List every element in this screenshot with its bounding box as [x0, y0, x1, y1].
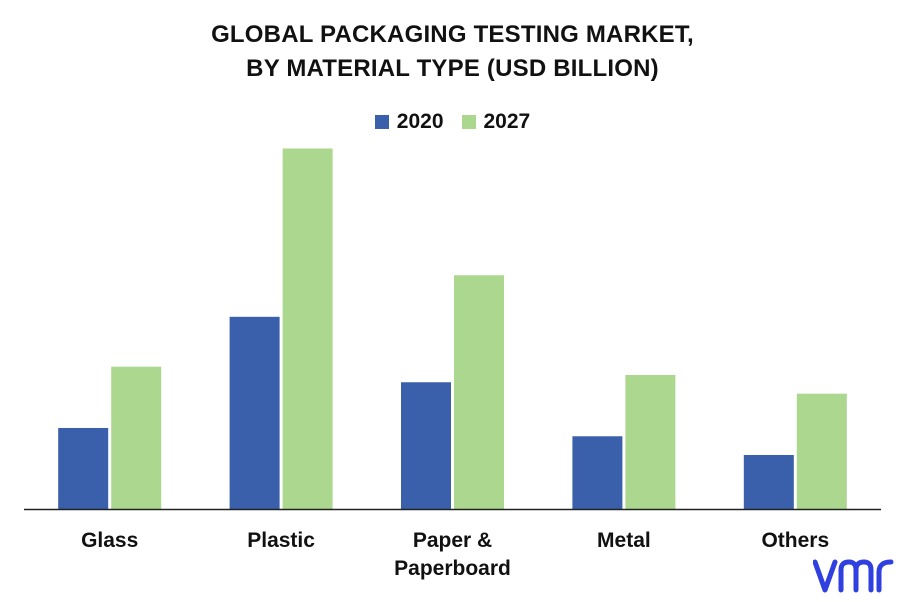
chart-legend: 2020 2027 — [0, 110, 905, 134]
x-tick-label: Metal — [597, 529, 651, 552]
bar-2020-glass — [58, 427, 109, 509]
legend-swatch-2027 — [461, 115, 476, 129]
chart-title-line-1: GLOBAL PACKAGING TESTING MARKET, — [211, 21, 694, 48]
bar-2027-glass — [111, 366, 162, 509]
bar-2020-metal — [572, 436, 623, 509]
legend-item-2020: 2020 — [374, 110, 444, 134]
x-tick-label: Plastic — [247, 529, 315, 552]
chart-title: GLOBAL PACKAGING TESTING MARKET, BY MATE… — [0, 18, 905, 86]
bar-2020-plastic — [229, 316, 280, 509]
legend-item-2027: 2027 — [461, 110, 531, 134]
chart-title-line-2: BY MATERIAL TYPE (USD BILLION) — [246, 55, 659, 82]
legend-label-2027: 2027 — [483, 110, 531, 133]
legend-label-2020: 2020 — [396, 110, 444, 133]
x-tick-label: Others — [761, 529, 829, 552]
bar-2020-paper-paperboard — [401, 382, 451, 509]
bar-2027-others — [796, 393, 847, 509]
legend-swatch-2020 — [374, 115, 389, 129]
x-tick-label: Paper & Paperboard — [394, 529, 511, 580]
bar-2020-others — [743, 454, 794, 509]
bar-2027-plastic — [282, 148, 333, 509]
bar-2027-paper-paperboard — [454, 275, 504, 509]
x-tick-label: Glass — [81, 529, 138, 552]
bar-2027-metal — [625, 374, 676, 509]
vmr-logo-icon — [813, 559, 894, 593]
